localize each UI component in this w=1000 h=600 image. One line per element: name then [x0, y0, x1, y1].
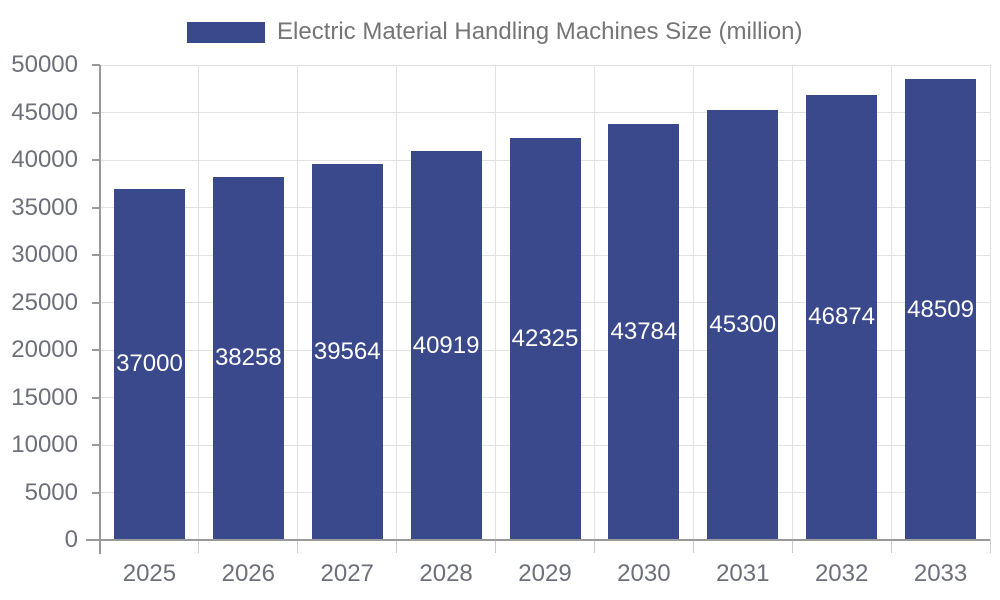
x-gridline — [495, 65, 497, 540]
x-gridline — [989, 65, 991, 540]
bar-value-label: 40919 — [412, 331, 480, 359]
bar-2027[interactable] — [311, 164, 383, 540]
bar-2029[interactable] — [509, 137, 581, 540]
x-axis-label: 2033 — [913, 560, 968, 587]
bar-2030[interactable] — [608, 124, 680, 540]
x-axis-tick — [989, 540, 991, 553]
y-axis-tick — [92, 254, 100, 256]
y-gridline — [100, 64, 990, 66]
bar-value-label: 37000 — [116, 350, 183, 378]
bar-value-label: 43784 — [610, 318, 678, 346]
x-axis-label: 2032 — [814, 560, 869, 587]
y-axis-tick — [92, 206, 100, 209]
y-axis-tick — [92, 491, 100, 494]
x-axis-label: 2025 — [122, 560, 177, 587]
bar-value-label: 39564 — [313, 338, 381, 366]
x-gridline — [396, 65, 398, 540]
y-axis-tick — [92, 349, 100, 351]
legend-swatch — [187, 21, 265, 43]
y-axis-tick — [92, 159, 100, 161]
y-axis-label: 20000 — [11, 336, 78, 363]
bar-value-label: 48509 — [907, 295, 974, 323]
y-axis-label: 10000 — [11, 431, 78, 458]
x-gridline — [593, 65, 595, 540]
x-axis-tick — [791, 540, 793, 553]
x-gridline — [692, 65, 694, 540]
x-axis-label: 2026 — [221, 560, 275, 587]
legend-item[interactable]: Electric Material Handling Machines Size… — [187, 20, 803, 44]
y-axis-tick — [92, 111, 100, 114]
bar-2032[interactable] — [806, 94, 878, 540]
bar-2031[interactable] — [707, 109, 779, 540]
bar-2025[interactable] — [113, 188, 185, 540]
y-axis-label: 25000 — [11, 288, 78, 316]
y-axis-label: 15000 — [11, 383, 78, 411]
y-axis-label: 5000 — [24, 478, 78, 506]
y-axis-label: 35000 — [11, 193, 78, 221]
x-axis-tick — [396, 540, 398, 553]
legend-label: Electric Material Handling Machines Size… — [277, 18, 803, 45]
x-axis-tick — [890, 540, 892, 553]
x-gridline — [198, 65, 200, 540]
y-gridline — [100, 112, 990, 113]
x-axis-label: 2030 — [617, 560, 671, 587]
x-axis-tick — [593, 540, 595, 553]
x-axis-label: 2028 — [419, 560, 473, 587]
bar-value-label: 46874 — [808, 303, 876, 331]
y-axis-tick — [92, 301, 100, 304]
y-axis-label: 30000 — [11, 241, 78, 268]
x-axis-tick — [297, 540, 299, 553]
bar-2028[interactable] — [410, 151, 482, 540]
bar-2033[interactable] — [905, 79, 977, 540]
x-axis-tick — [692, 540, 694, 553]
y-axis-label: 0 — [64, 526, 78, 553]
y-axis-tick — [92, 444, 100, 446]
y-axis-label: 45000 — [11, 98, 78, 126]
bar-value-label: 45300 — [709, 310, 777, 338]
y-axis-label: 40000 — [11, 146, 78, 173]
y-axis-tick — [92, 396, 100, 399]
bar-2026[interactable] — [212, 176, 284, 540]
bar-value-label: 38258 — [214, 344, 282, 372]
x-gridline — [297, 65, 299, 540]
x-axis-line — [86, 539, 990, 541]
bar-value-label: 42325 — [511, 324, 579, 352]
x-axis-label: 2031 — [716, 560, 770, 587]
x-axis-label: 2027 — [320, 560, 374, 587]
x-gridline — [890, 65, 892, 540]
y-axis-tick — [92, 64, 100, 66]
y-axis-label: 50000 — [11, 51, 78, 78]
y-axis-line — [99, 65, 101, 554]
x-axis-tick — [198, 540, 200, 553]
x-axis-tick — [495, 540, 497, 553]
x-axis-label: 2029 — [518, 560, 572, 587]
x-gridline — [791, 65, 793, 540]
